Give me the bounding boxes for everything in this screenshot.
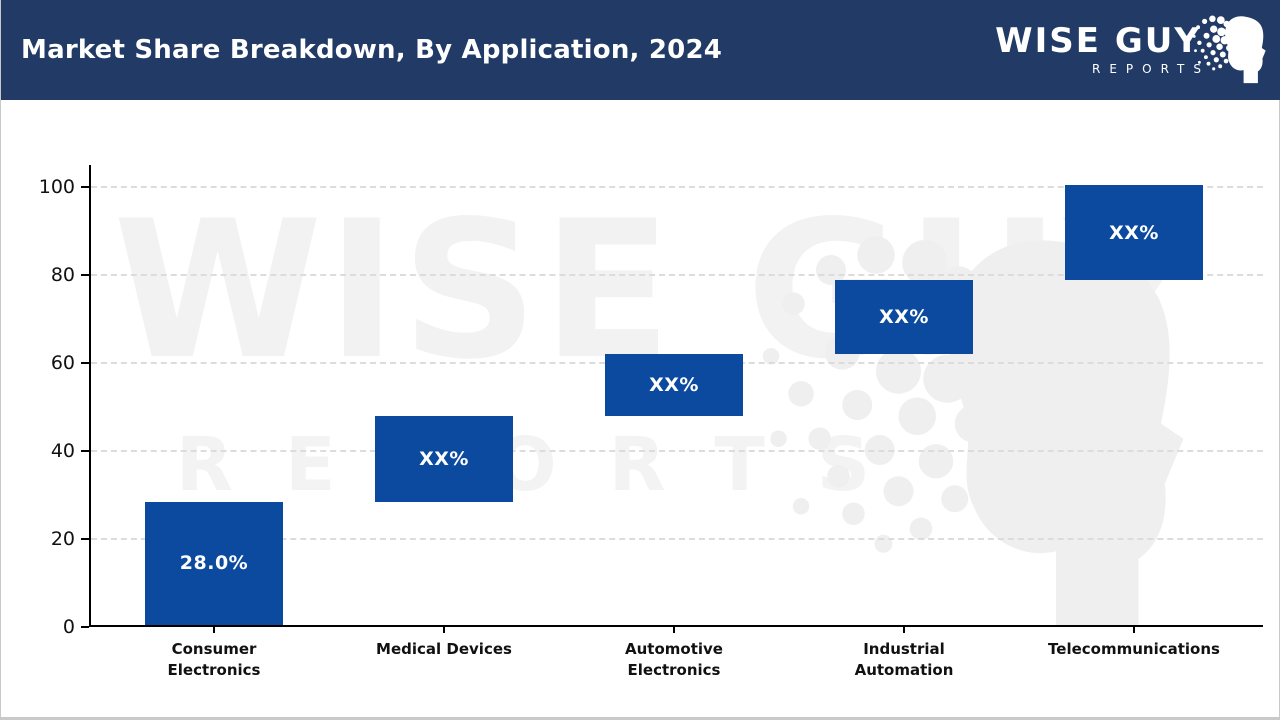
page-title: Market Share Breakdown, By Application, … — [21, 35, 723, 65]
y-axis-tick-label: 100 — [38, 176, 75, 198]
y-axis-tick-label: 20 — [50, 528, 75, 550]
x-axis-tick — [673, 625, 675, 633]
x-axis-tick — [903, 625, 905, 633]
gridline — [91, 538, 1263, 540]
plot-area: 0 20 40 60 80 100 28.0% Consumer Electronics XX%… — [39, 165, 1263, 679]
chart-area: WISE GUY REPORTS 0 20 40 60 80 100 28.0% Consum… — [1, 100, 1280, 717]
y-axis-tick-label: 0 — [62, 616, 75, 638]
logo-face-icon — [1192, 15, 1266, 84]
y-axis-tick — [81, 362, 89, 364]
y-axis-tick — [81, 538, 89, 540]
bar-industrial-automation: XX% — [835, 280, 973, 354]
x-axis-category-label: Consumer Electronics — [167, 640, 261, 679]
logo-subtitle: REPORTS — [1091, 62, 1210, 76]
y-axis-tick-label: 40 — [50, 440, 75, 462]
bar-consumer-electronics: 28.0% — [145, 501, 283, 625]
y-axis-tick — [81, 626, 89, 628]
bar-automotive-electronics: XX% — [605, 353, 743, 416]
y-axis-tick — [81, 186, 89, 188]
wise-guy-logo: WISE GUY REPORTS — [995, 8, 1267, 92]
gridline — [91, 186, 1263, 188]
bar-telecommunications: XX% — [1065, 185, 1203, 281]
bar-medical-devices: XX% — [375, 415, 513, 502]
x-axis-category-label: Automotive Electronics — [625, 640, 723, 679]
x-axis-category-label: Medical Devices — [376, 640, 512, 658]
x-axis-category-label: Telecommunications — [1048, 640, 1220, 658]
x-axis-tick — [213, 625, 215, 633]
x-axis-tick — [443, 625, 445, 633]
gridline — [91, 450, 1263, 452]
logo-wordmark: WISE GUY — [995, 21, 1201, 61]
y-axis-tick-label: 80 — [50, 264, 75, 286]
watermark-subtitle: REPORTS — [176, 422, 923, 508]
y-axis-tick-label: 60 — [50, 352, 75, 374]
x-axis-category-label: Industrial Automation — [854, 640, 954, 679]
header-banner: Market Share Breakdown, By Application, … — [1, 0, 1280, 100]
x-axis-tick — [1133, 625, 1135, 633]
gridline — [91, 274, 1263, 276]
y-axis-tick — [81, 274, 89, 276]
y-axis-tick — [81, 450, 89, 452]
